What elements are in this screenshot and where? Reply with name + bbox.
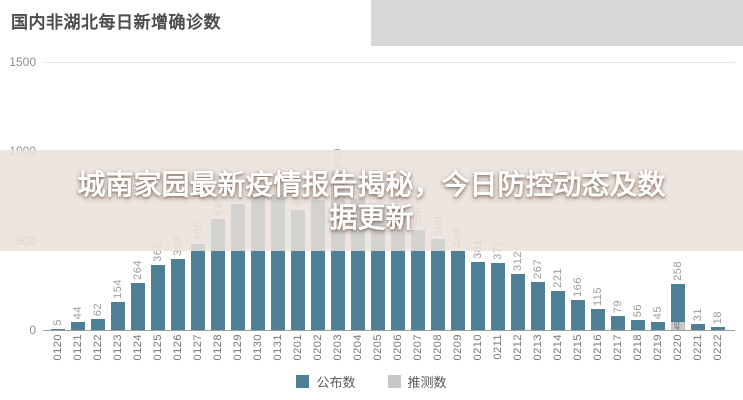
- bar-value-label: 258: [672, 261, 684, 281]
- x-tick-label: 0213: [532, 334, 544, 361]
- x-tick-label: 0219: [652, 334, 664, 361]
- bar-0221: [691, 324, 705, 330]
- x-tick-label: 0125: [152, 334, 164, 361]
- x-tick-label: 0131: [272, 334, 284, 361]
- x-tick-label: 0209: [452, 334, 464, 361]
- y-tick-label: 0: [29, 323, 36, 337]
- bar-0219: [651, 322, 665, 330]
- chart-legend: 公布数 推测数: [0, 373, 743, 390]
- bar-0209: [451, 251, 465, 330]
- bar-value-label: 62: [92, 302, 104, 316]
- bar-0211: [491, 263, 505, 330]
- legend-label-announced: 公布数: [316, 375, 356, 390]
- bar-value-label: 31: [692, 307, 704, 321]
- gridline: [43, 62, 735, 63]
- x-tick-label: 0215: [572, 334, 584, 361]
- x-tick-label: 0129: [232, 334, 244, 361]
- x-tick-label: 0202: [312, 334, 324, 361]
- x-tick-label: 0206: [392, 334, 404, 361]
- bar-value-label: 56: [632, 303, 644, 317]
- bar-0125: [151, 265, 165, 330]
- announced-segment-0220: [671, 284, 685, 322]
- x-tick-label: 0122: [92, 334, 104, 361]
- x-axis-line: [43, 330, 735, 331]
- bar-0121: [71, 322, 85, 330]
- bar-0217: [611, 316, 625, 330]
- x-tick-label: 0207: [412, 334, 424, 361]
- estimated-segment-0220: [671, 322, 685, 330]
- bar-0216: [591, 309, 605, 330]
- bar-0126: [171, 259, 185, 330]
- x-tick-label: 0124: [132, 334, 144, 361]
- x-tick-label: 0216: [592, 334, 604, 361]
- x-tick-label: 0212: [512, 334, 524, 361]
- bar-0215: [571, 300, 585, 330]
- bar-0127: [191, 244, 205, 330]
- x-tick-label: 0204: [352, 334, 364, 361]
- legend-swatch-announced: [296, 375, 310, 388]
- x-tick-label: 0121: [72, 334, 84, 361]
- bar-value-label: 18: [712, 310, 724, 324]
- bar-value-label: 166: [572, 277, 584, 297]
- bar-value-label: 264: [132, 260, 144, 280]
- x-tick-label: 0203: [332, 334, 344, 361]
- bar-value-label: 45: [652, 305, 664, 319]
- x-tick-label: 0220: [672, 334, 684, 361]
- bar-value-label: 115: [592, 286, 604, 306]
- x-tick-label: 0120: [52, 334, 64, 361]
- bar-0212: [511, 274, 525, 330]
- x-tick-label: 0221: [692, 334, 704, 361]
- bar-0210: [471, 262, 485, 330]
- overlay-banner: 城南家园最新疫情报告揭秘，今日防控动态及数据更新: [0, 150, 743, 251]
- bar-0122: [91, 319, 105, 330]
- bar-0214: [551, 291, 565, 330]
- bar-value-label: 44: [72, 305, 84, 319]
- x-tick-label: 0210: [472, 334, 484, 361]
- x-tick-label: 0126: [172, 334, 184, 361]
- bar-0208: [431, 239, 445, 330]
- x-tick-label: 0222: [712, 334, 724, 361]
- bar-0218: [631, 320, 645, 330]
- bar-value-label: 5: [52, 319, 64, 326]
- bar-0207: [411, 230, 425, 330]
- bar-0120: [51, 329, 65, 330]
- y-tick-label: 1500: [9, 55, 36, 69]
- bar-value-label: 79: [612, 299, 624, 313]
- x-tick-label: 0214: [552, 334, 564, 361]
- bar-0222: [711, 327, 725, 330]
- bar-value-label: 221: [552, 268, 564, 288]
- x-tick-label: 0127: [192, 334, 204, 361]
- bar-value-label: 154: [112, 279, 124, 299]
- x-tick-label: 0130: [252, 334, 264, 361]
- top-right-gray-area: [371, 0, 743, 46]
- bar-0213: [531, 282, 545, 330]
- legend-swatch-estimated: [387, 375, 401, 388]
- x-tick-label: 0205: [372, 334, 384, 361]
- chart-title: 国内非湖北每日新增确诊数: [11, 13, 221, 32]
- x-tick-label: 0211: [492, 334, 504, 360]
- x-tick-label: 0217: [612, 334, 624, 361]
- legend-label-estimated: 推测数: [407, 375, 447, 390]
- bar-0220: [671, 284, 685, 330]
- bar-0123: [111, 302, 125, 330]
- bar-value-label: 312: [512, 251, 524, 271]
- x-tick-label: 0218: [632, 334, 644, 361]
- bar-value-label: 267: [532, 259, 544, 279]
- estimated-value-label: 45: [674, 322, 682, 330]
- x-tick-label: 0201: [292, 334, 304, 361]
- bar-0124: [131, 283, 145, 330]
- x-tick-label: 0128: [212, 334, 224, 361]
- overlay-banner-text: 城南家园最新疫情报告揭秘，今日防控动态及数据更新: [77, 168, 666, 233]
- x-tick-label: 0208: [432, 334, 444, 361]
- x-tick-label: 0123: [112, 334, 124, 361]
